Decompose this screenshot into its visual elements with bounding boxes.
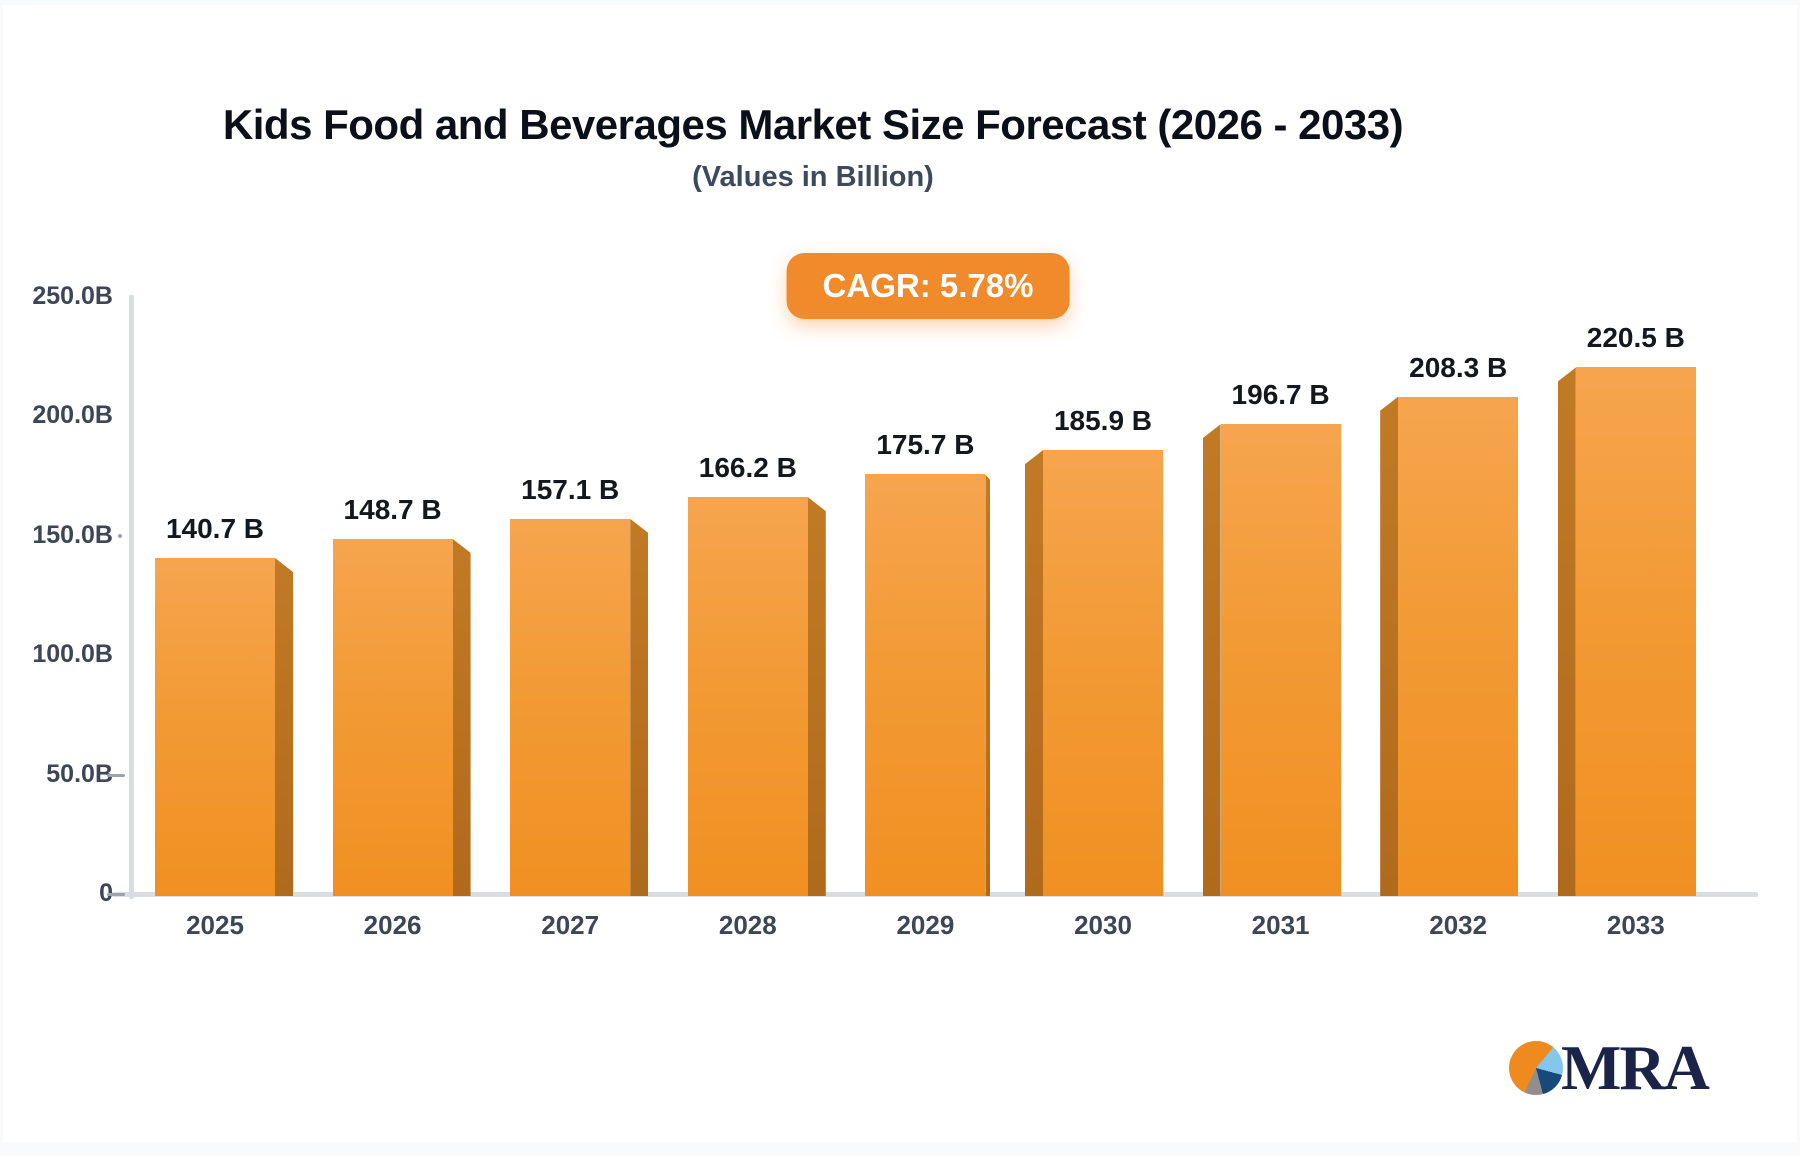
mra-logo-text: MRA [1561, 1032, 1710, 1103]
bar-2030 [1043, 450, 1163, 896]
bar-value-label: 175.7 B [876, 429, 975, 461]
x-axis-label: 2031 [1251, 910, 1310, 940]
bar-side-face [985, 474, 991, 896]
bar-2032 [1398, 396, 1519, 896]
y-axis-label: 0 [99, 879, 113, 907]
y-axis-label: 50.0B [46, 759, 113, 788]
x-axis-label: 2033 [1606, 910, 1665, 940]
x-axis-label: 2028 [718, 910, 777, 940]
bar-2029 [865, 474, 986, 896]
chart-header: Kids Food and Beverages Market Size Fore… [3, 101, 1623, 194]
bar-2025 [155, 558, 275, 896]
bar-2031 [1220, 424, 1341, 896]
bar-value-label: 196.7 B [1231, 379, 1330, 411]
bar-side-face [1202, 424, 1221, 896]
y-axis-label: 100.0B [32, 640, 113, 669]
bar-2027 [510, 518, 631, 896]
y-axis-label: 150.0B [32, 520, 113, 549]
bar-chart: 250.0B 200.0B 150.0B 100.0B 50.0B 0 140.7 B 202… [3, 5, 1797, 1142]
bar-value-label: 166.2 B [698, 452, 797, 484]
x-axis-label: 2029 [896, 910, 955, 940]
chart-card: Kids Food and Beverages Market Size Fore… [3, 5, 1797, 1142]
bar-value-label: 140.7 B [165, 513, 265, 544]
bar-value-label: 208.3 B [1409, 351, 1508, 383]
bar-side-face [1380, 396, 1399, 896]
bar-side-face [807, 497, 826, 896]
x-axis-label: 2025 [186, 910, 244, 940]
bar-2028 [687, 497, 808, 896]
bar-2033 [1575, 367, 1696, 896]
y-axis-label: 250.0B [32, 282, 113, 310]
bar-value-label: 220.5 B [1586, 322, 1685, 354]
x-axis-label: 2030 [1074, 910, 1132, 940]
bar-side-face [452, 538, 471, 896]
bar-side-face [630, 518, 649, 896]
mra-logo: MRA [1509, 1032, 1710, 1103]
pie-chart-logo-icon [1509, 1041, 1563, 1095]
y-axis-line [129, 295, 134, 899]
y-axis-tick [118, 533, 122, 538]
chart-subtitle: (Values in Billion) [692, 161, 934, 193]
x-axis-label: 2032 [1429, 910, 1488, 940]
x-axis-label: 2027 [541, 910, 600, 940]
bar-value-label: 148.7 B [343, 493, 442, 525]
y-axis-tick [107, 773, 125, 777]
x-axis-label: 2026 [363, 910, 422, 940]
cagr-badge: CAGR: 5.78% [786, 253, 1070, 319]
bar-value-label: 157.1 B [521, 473, 620, 505]
bar-2026 [332, 538, 453, 896]
bar-side-face [1025, 450, 1043, 896]
y-axis-tick [107, 893, 125, 896]
y-axis-label: 200.0B [32, 401, 113, 430]
bar-side-face [275, 558, 293, 896]
bar-value-label: 185.9 B [1053, 405, 1153, 437]
bar-side-face [1557, 367, 1576, 896]
chart-title: Kids Food and Beverages Market Size Fore… [222, 101, 1404, 148]
